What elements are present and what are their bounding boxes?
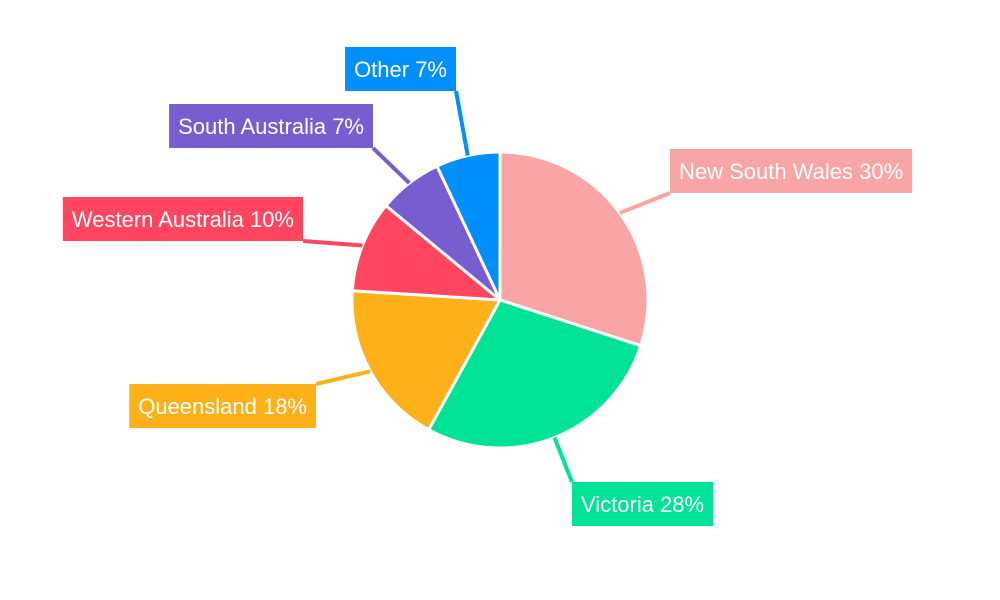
data-label-box (129, 384, 316, 428)
leader-line-other (454, 90, 470, 156)
data-label-victoria: Victoria 28% (572, 482, 714, 526)
data-label-south-australia: South Australia 7% (169, 104, 373, 148)
slices-layer (350, 150, 650, 450)
data-label-text: Western Australia 10% (72, 207, 294, 232)
data-label-new-south-wales: New South Wales 30% (670, 149, 913, 193)
leader-line-queensland (315, 369, 371, 386)
data-label-box (572, 482, 714, 526)
data-label-text: Queensland 18% (138, 394, 307, 419)
data-label-box (62, 197, 303, 241)
data-label-western-australia: Western Australia 10% (62, 197, 303, 241)
leader-line-victoria (552, 436, 574, 483)
data-label-queensland: Queensland 18% (129, 384, 316, 428)
pie-slice-queensland[interactable] (350, 289, 502, 432)
pie-slice-new-south-wales[interactable] (498, 150, 650, 348)
leader-line-new-south-wales (618, 191, 671, 215)
pie-slice-other[interactable] (435, 150, 502, 302)
data-label-box (169, 104, 373, 148)
data-label-text: South Australia 7% (178, 114, 364, 139)
leader-line-western-australia (302, 239, 363, 248)
data-label-text: Other 7% (354, 57, 447, 82)
data-label-box (670, 149, 913, 193)
leader-line-south-australia (371, 146, 411, 185)
leader-lines-layer (302, 90, 671, 483)
pie-slice-victoria[interactable] (427, 298, 643, 450)
data-label-box (345, 47, 456, 91)
data-label-other: Other 7% (345, 47, 456, 91)
data-label-text: Victoria 28% (581, 492, 704, 517)
labels-layer: New South Wales 30% Victoria 28% Queenslan… (62, 47, 913, 526)
data-label-text: New South Wales 30% (679, 159, 903, 184)
